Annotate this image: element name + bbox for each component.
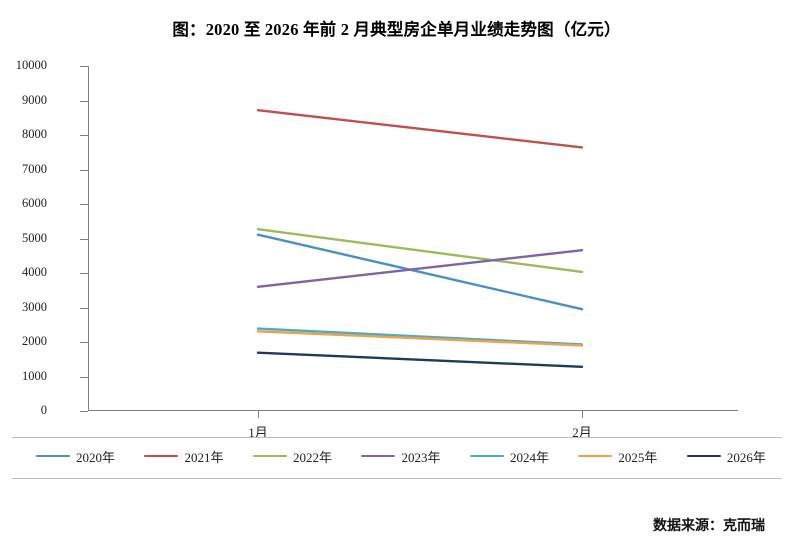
x-tick — [258, 411, 259, 418]
legend-divider-bottom — [12, 478, 782, 479]
plot-area: 1月 2月 — [80, 66, 738, 440]
y-tick-label: 2000 — [22, 334, 47, 348]
legend-item[interactable]: 2023年 — [361, 447, 440, 466]
legend-label: 2022年 — [292, 449, 332, 465]
legend-item[interactable]: 2025年 — [578, 447, 657, 466]
y-tick-label: 8000 — [22, 127, 47, 141]
legend-label: 2024年 — [509, 449, 549, 465]
legend-swatch — [469, 454, 504, 458]
series-line — [256, 330, 584, 347]
y-tick — [80, 342, 88, 343]
y-tick-label: 4000 — [22, 265, 47, 279]
y-tick-label: 6000 — [22, 196, 47, 210]
series-line — [256, 327, 584, 346]
legend-swatch — [144, 454, 179, 458]
legend-swatch — [36, 454, 70, 458]
y-tick — [80, 169, 88, 171]
y-tick-label: 7000 — [22, 161, 47, 176]
y-tick-label: 3000 — [22, 299, 47, 314]
legend-swatch — [361, 454, 396, 458]
y-tick-label: 0 — [40, 403, 47, 417]
legend-label: 2023年 — [401, 449, 441, 465]
series-line — [256, 227, 584, 274]
y-tick — [80, 307, 88, 309]
source-note: 数据来源：克而瑞 — [653, 519, 765, 534]
series-lines — [256, 108, 584, 369]
chart-title: 图：2020 至 2026 年前 2 月典型房企单月业绩走势图（亿元） — [172, 20, 621, 39]
chart-legend: 2020年 2021年 2022年 2023年 2024年 2025年 2026年 — [36, 443, 766, 469]
y-axis-line — [88, 66, 89, 411]
legend-item[interactable]: 2020年 — [36, 447, 115, 466]
y-tick — [80, 273, 88, 274]
legend-label: 2020年 — [76, 449, 116, 465]
series-line — [256, 108, 584, 149]
y-tick — [80, 66, 88, 67]
y-tick-label: 5000 — [22, 230, 47, 245]
legend-label: 2026年 — [726, 449, 766, 465]
legend-label: 2021年 — [184, 449, 224, 465]
y-tick-label: 1000 — [22, 368, 47, 383]
legend-item[interactable]: 2022年 — [252, 447, 332, 466]
y-tick — [80, 238, 88, 240]
x-tick-label: 1月 — [248, 425, 268, 440]
x-tick — [582, 411, 583, 418]
y-tick — [80, 204, 88, 205]
y-tick-label: 10000 — [15, 58, 47, 72]
legend-divider-top — [12, 437, 782, 438]
y-tick — [80, 135, 88, 136]
series-line — [256, 249, 584, 289]
series-line — [256, 233, 584, 311]
y-tick — [80, 376, 88, 378]
x-axis-line — [88, 410, 738, 411]
series-line — [256, 351, 584, 369]
legend-item[interactable]: 2026年 — [686, 447, 766, 466]
y-tick — [80, 100, 88, 102]
legend-label: 2025年 — [618, 449, 658, 465]
y-tick — [80, 411, 88, 412]
legend-swatch — [686, 454, 721, 458]
y-tick-label: 9000 — [22, 92, 47, 107]
legend-swatch — [578, 454, 613, 458]
x-tick-label: 2月 — [572, 425, 592, 440]
legend-item[interactable]: 2021年 — [144, 447, 224, 466]
legend-swatch — [252, 454, 287, 458]
legend-item[interactable]: 2024年 — [469, 447, 549, 466]
